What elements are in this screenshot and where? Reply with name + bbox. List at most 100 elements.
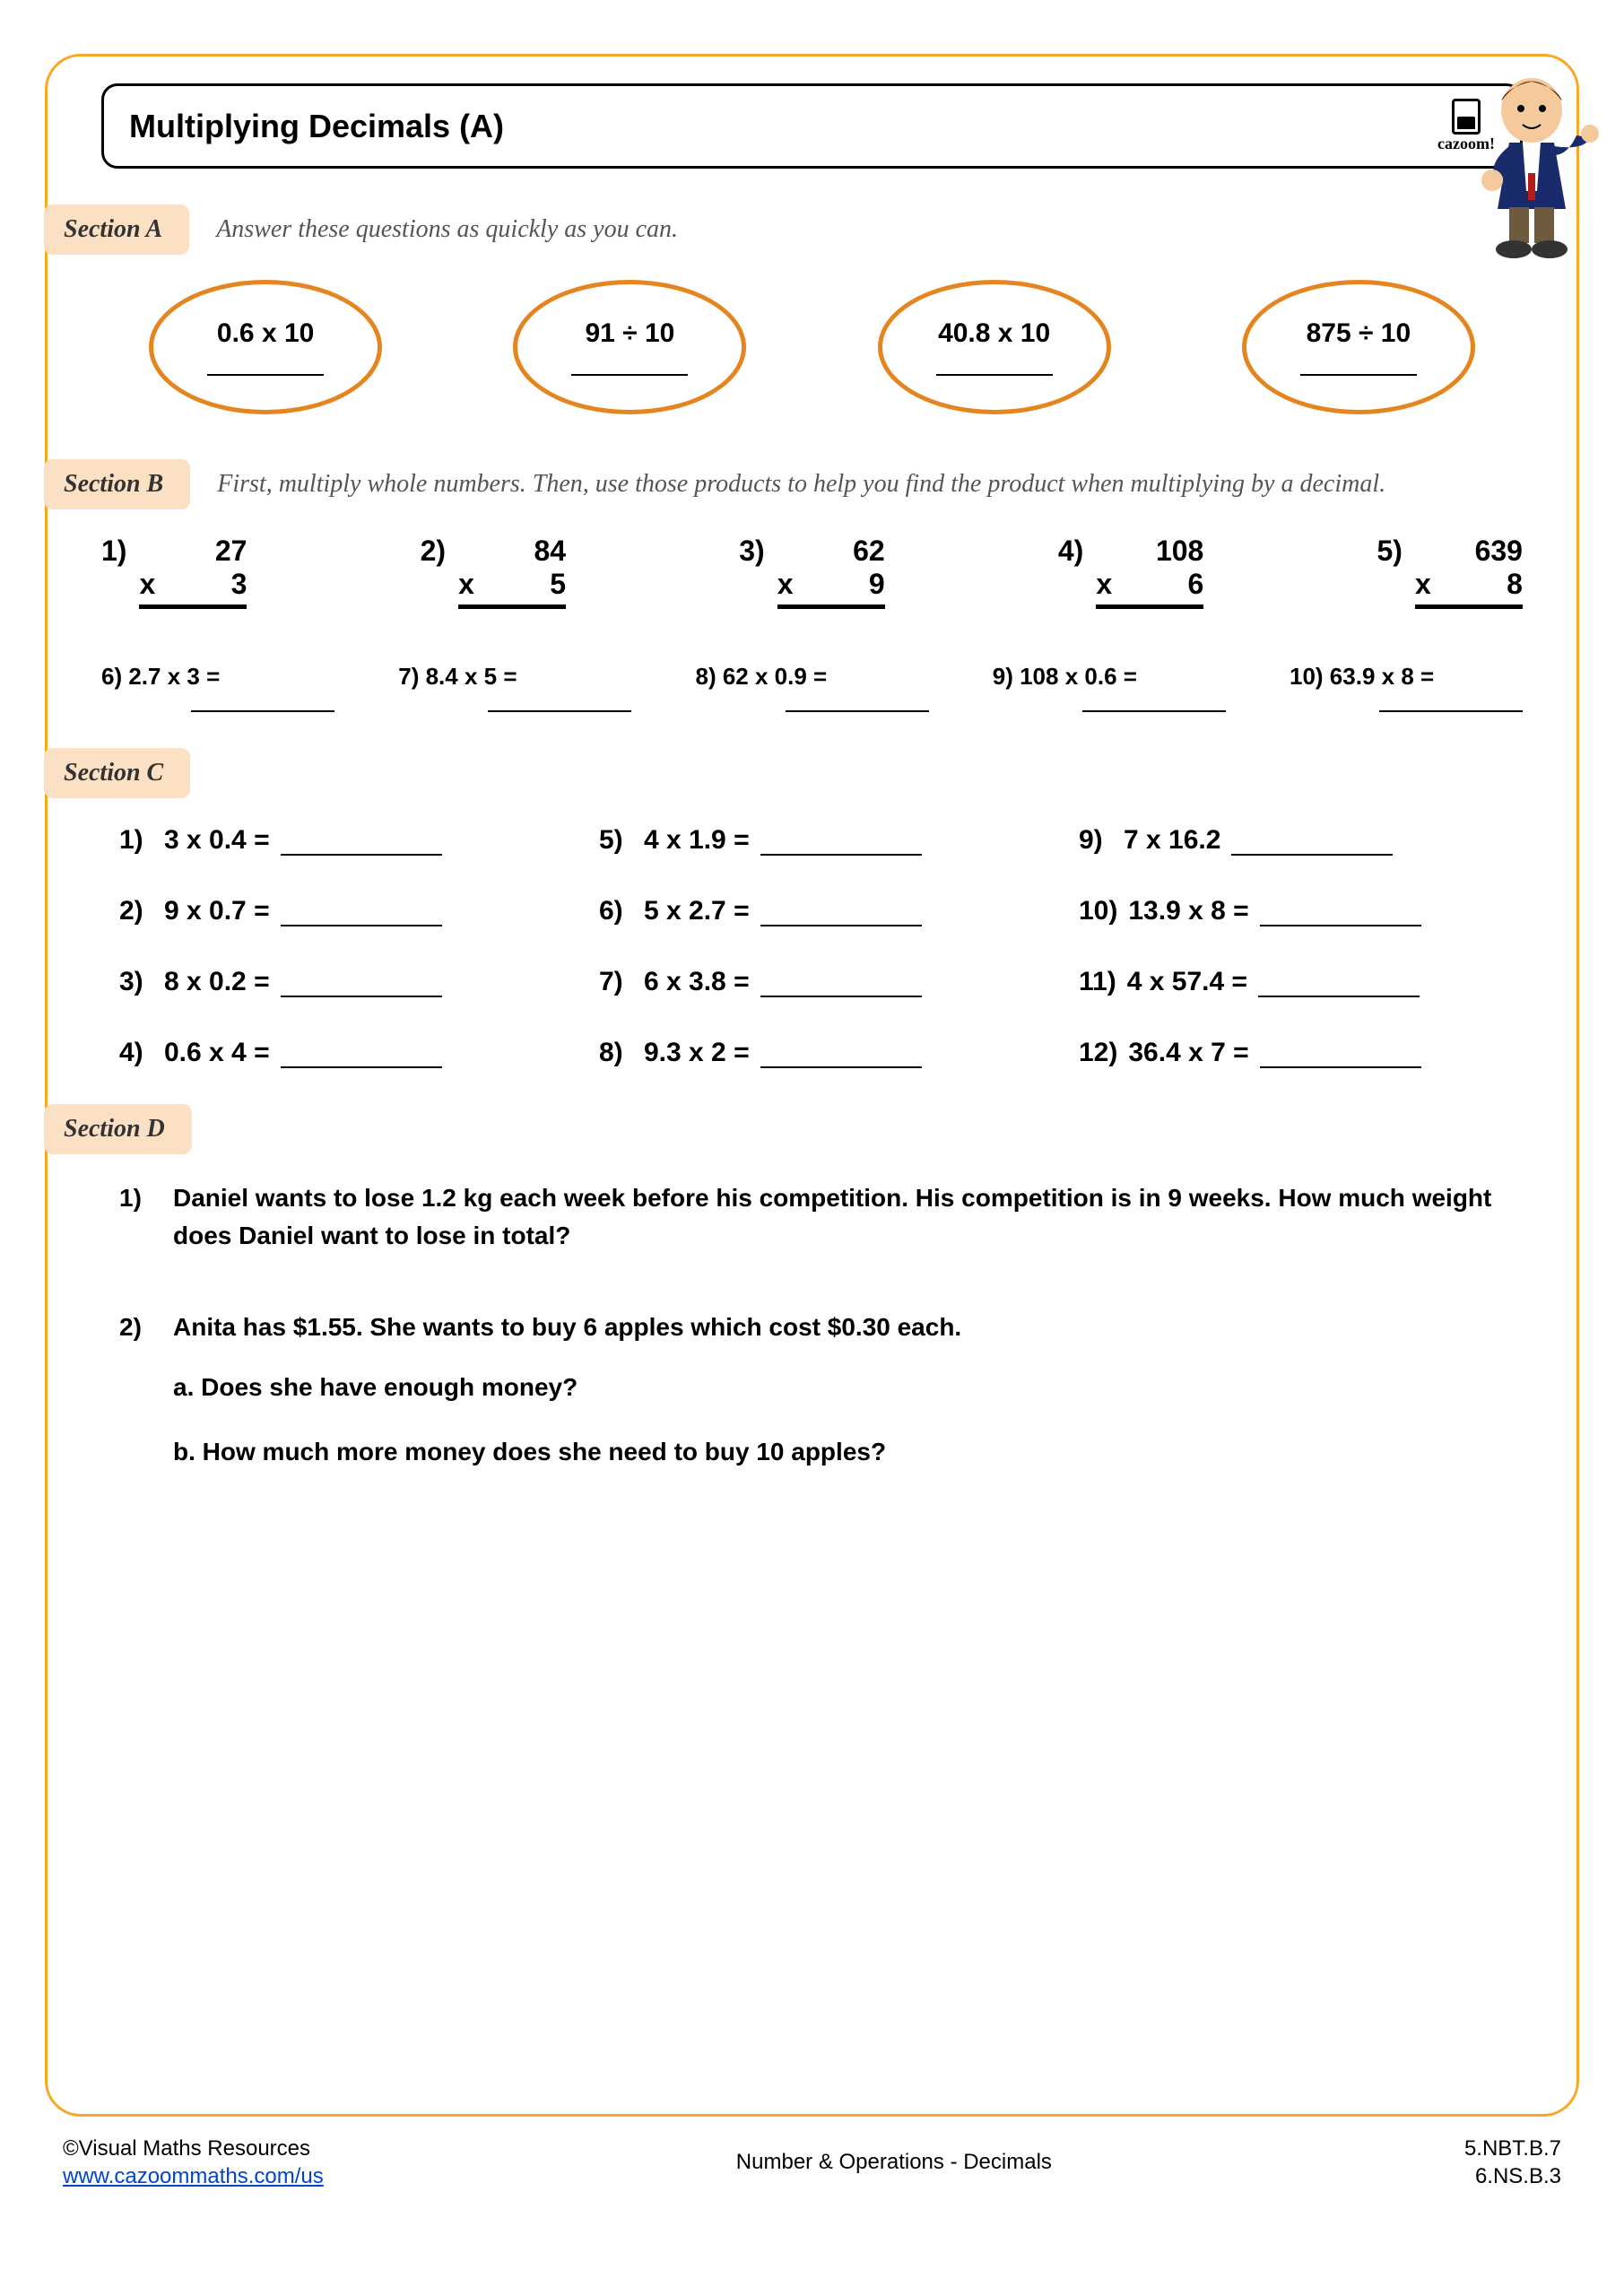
- footer-link[interactable]: www.cazoommaths.com/us: [63, 2164, 324, 2188]
- worksheet-title: Multiplying Decimals (A): [129, 108, 504, 145]
- answer-blank[interactable]: [760, 990, 922, 997]
- answer-blank[interactable]: [1258, 990, 1420, 997]
- answer-blank[interactable]: [1260, 1061, 1421, 1068]
- standard-2: 6.NS.B.3: [1464, 2162, 1561, 2190]
- oval-2-expr: 91 ÷ 10: [585, 318, 674, 349]
- problem-expr: 4 x 1.9 =: [644, 825, 750, 856]
- oval-2: 91 ÷ 10: [513, 280, 746, 414]
- question-text: Daniel wants to lose 1.2 kg each week be…: [173, 1179, 1505, 1255]
- horizontal-problem-8: 8) 62 x 0.9 =: [696, 663, 929, 712]
- answer-blank[interactable]: [760, 919, 922, 926]
- problem-number: 9): [1079, 825, 1113, 856]
- oval-3-expr: 40.8 x 10: [938, 318, 1050, 349]
- vertical-problem-1: 1)27x3: [101, 535, 247, 609]
- section-c-label: Section C: [44, 748, 190, 798]
- problem-expr: 3 x 0.4 =: [164, 825, 270, 856]
- standard-1: 5.NBT.B.7: [1464, 2135, 1561, 2162]
- page-frame: Multiplying Decimals (A) cazoom! Se: [45, 54, 1579, 2117]
- d-question-2: 2) Anita has $1.55. She wants to buy 6 a…: [119, 1309, 1505, 1346]
- answer-blank[interactable]: [191, 696, 334, 712]
- problem-expr: 8 x 0.2 =: [164, 967, 270, 997]
- times-sign: x: [139, 568, 155, 601]
- problem-expr: 7 x 16.2: [1124, 825, 1220, 856]
- vertical-problem-4: 4)108x6: [1058, 535, 1203, 609]
- section-d-content: 1) Daniel wants to lose 1.2 kg each week…: [119, 1179, 1505, 1471]
- horizontal-problem-6: 6) 2.7 x 3 =: [101, 663, 334, 712]
- section-a-header: Section A Answer these questions as quic…: [48, 204, 1576, 255]
- horizontal-problem-10: 10) 63.9 x 8 =: [1290, 663, 1523, 712]
- answer-blank[interactable]: [207, 358, 324, 376]
- problem-expr: 0.6 x 4 =: [164, 1038, 270, 1068]
- section-b-header: Section B First, multiply whole numbers.…: [48, 459, 1576, 509]
- title-box: Multiplying Decimals (A) cazoom!: [101, 83, 1523, 169]
- multiplier: 9: [869, 568, 885, 601]
- answer-blank[interactable]: [488, 696, 631, 712]
- answer-blank[interactable]: [281, 990, 442, 997]
- problem-text: 6) 2.7 x 3 =: [101, 663, 334, 691]
- mascot-icon: [1460, 65, 1603, 263]
- c-problem-9: 9) 7 x 16.2: [1079, 825, 1505, 856]
- times-sign: x: [777, 568, 794, 601]
- problem-number: 7): [599, 967, 633, 997]
- problem-number: 10): [1079, 896, 1117, 926]
- multiplicand: 27: [139, 535, 247, 568]
- answer-blank[interactable]: [1260, 919, 1421, 926]
- answer-blank[interactable]: [281, 848, 442, 856]
- answer-blank[interactable]: [1379, 696, 1523, 712]
- section-a-instruction: Answer these questions as quickly as you…: [216, 212, 1576, 247]
- answer-blank[interactable]: [760, 1061, 922, 1068]
- d-question-1: 1) Daniel wants to lose 1.2 kg each week…: [119, 1179, 1505, 1255]
- section-a-ovals: 0.6 x 10 91 ÷ 10 40.8 x 10 875 ÷ 10: [83, 280, 1541, 414]
- problem-number: 11): [1079, 967, 1116, 997]
- problem-number: 1): [119, 825, 153, 856]
- c-problem-10: 10)13.9 x 8 =: [1079, 896, 1505, 926]
- answer-blank[interactable]: [1082, 696, 1226, 712]
- answer-blank[interactable]: [571, 358, 688, 376]
- c-problem-5: 5)4 x 1.9 =: [599, 825, 1025, 856]
- answer-blank[interactable]: [786, 696, 929, 712]
- times-sign: x: [1415, 568, 1431, 601]
- multiplier: 6: [1188, 568, 1204, 601]
- vertical-problem-3: 3)62x9: [739, 535, 884, 609]
- problem-number: 6): [599, 896, 633, 926]
- problem-number: 2): [119, 1309, 155, 1346]
- section-d-header: Section D: [48, 1104, 1576, 1154]
- problem-number: 1): [119, 1179, 155, 1255]
- problem-expr: 4 x 57.4 =: [1127, 967, 1247, 997]
- c-problem-11: 11) 4 x 57.4 =: [1079, 967, 1505, 997]
- oval-3: 40.8 x 10: [878, 280, 1111, 414]
- problem-number: 8): [599, 1038, 633, 1068]
- problem-text: 7) 8.4 x 5 =: [398, 663, 631, 691]
- multiplicand: 639: [1415, 535, 1523, 568]
- copyright: ©Visual Maths Resources: [63, 2135, 324, 2162]
- problem-number: 3): [739, 535, 764, 568]
- problem-text: 8) 62 x 0.9 =: [696, 663, 929, 691]
- answer-blank[interactable]: [1231, 848, 1393, 856]
- footer: ©Visual Maths Resources www.cazoommaths.…: [63, 2135, 1561, 2190]
- c-problem-7: 7) 6 x 3.8 =: [599, 967, 1025, 997]
- answer-blank[interactable]: [281, 1061, 442, 1068]
- c-problem-1: 1) 3 x 0.4 =: [119, 825, 545, 856]
- answer-blank[interactable]: [936, 358, 1053, 376]
- answer-blank[interactable]: [281, 919, 442, 926]
- problem-number: 4): [119, 1038, 153, 1068]
- problem-expr: 9 x 0.7 =: [164, 896, 270, 926]
- c-problem-12: 12)36.4 x 7 =: [1079, 1038, 1505, 1068]
- answer-blank[interactable]: [1300, 358, 1417, 376]
- multiplier: 5: [550, 568, 566, 601]
- footer-left: ©Visual Maths Resources www.cazoommaths.…: [63, 2135, 324, 2190]
- c-problem-2: 2) 9 x 0.7 =: [119, 896, 545, 926]
- section-b-instruction: First, multiply whole numbers. Then, use…: [217, 466, 1576, 501]
- c-problem-6: 6) 5 x 2.7 =: [599, 896, 1025, 926]
- problem-expr: 36.4 x 7 =: [1128, 1038, 1248, 1068]
- section-d-label: Section D: [44, 1104, 192, 1154]
- problem-number: 1): [101, 535, 126, 568]
- d-question-2b: b. How much more money does she need to …: [173, 1433, 1505, 1471]
- multiplicand: 84: [458, 535, 566, 568]
- section-b-vertical: 1)27x3 2)84x5 3)62x9 4)108x6 5)639x8: [101, 535, 1523, 609]
- problem-expr: 5 x 2.7 =: [644, 896, 750, 926]
- problem-expr: 6 x 3.8 =: [644, 967, 750, 997]
- problem-number: 2): [119, 896, 153, 926]
- answer-blank[interactable]: [760, 848, 922, 856]
- problem-text: 9) 108 x 0.6 =: [993, 663, 1226, 691]
